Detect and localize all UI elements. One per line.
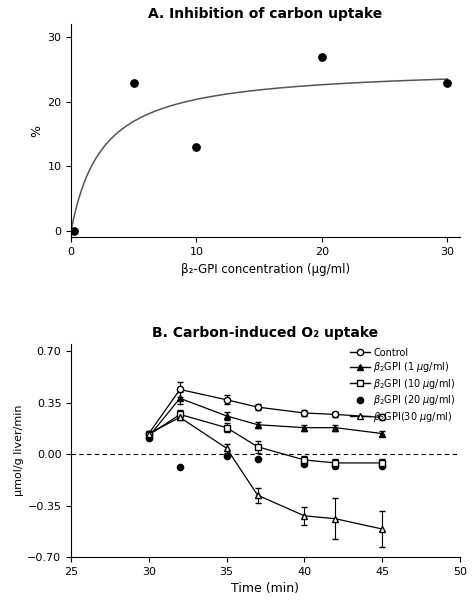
Point xyxy=(70,226,77,236)
X-axis label: Time (min): Time (min) xyxy=(231,582,300,595)
Point xyxy=(444,78,451,88)
X-axis label: β₂-GPI concentration (μg/ml): β₂-GPI concentration (μg/ml) xyxy=(181,263,350,276)
Point xyxy=(130,78,137,88)
Y-axis label: %: % xyxy=(30,125,43,137)
Y-axis label: μmol/g liver/min: μmol/g liver/min xyxy=(15,405,25,496)
Legend: Control, $\beta_2$GPI (1 $\mu$g/ml), $\beta_2$GPI (10 $\mu$g/ml), $\beta_2$GPI (: Control, $\beta_2$GPI (1 $\mu$g/ml), $\b… xyxy=(348,346,458,425)
Point xyxy=(193,142,201,152)
Title: A. Inhibition of carbon uptake: A. Inhibition of carbon uptake xyxy=(148,7,383,21)
Point xyxy=(318,52,326,62)
Title: B. Carbon-induced O₂ uptake: B. Carbon-induced O₂ uptake xyxy=(152,326,379,340)
